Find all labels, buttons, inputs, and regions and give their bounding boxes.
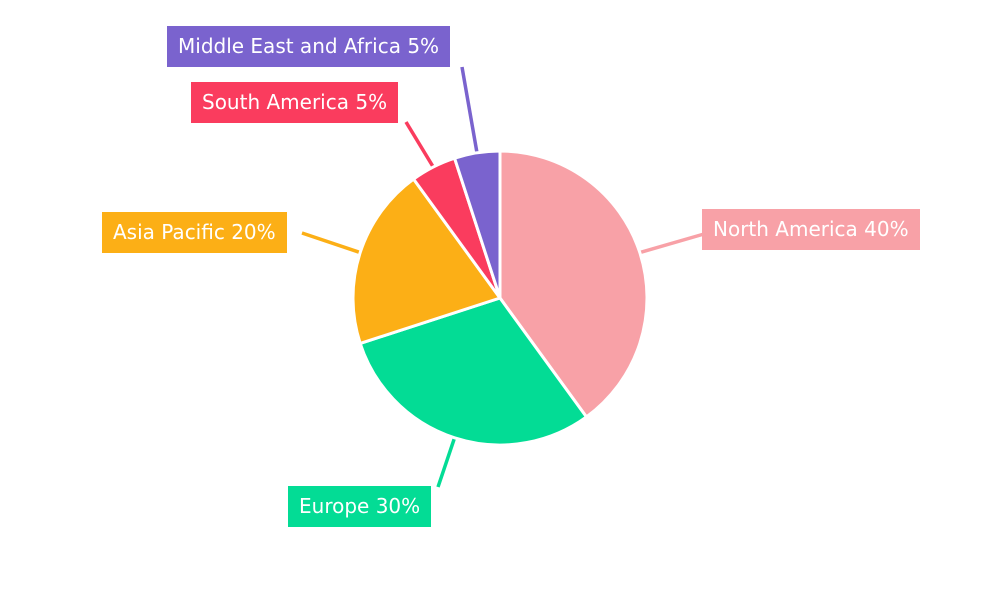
pie-slice-middle-east-and-africa bbox=[453, 149, 502, 300]
pie-slice-asia-pacific bbox=[351, 177, 502, 345]
leader-line-asia-pacific bbox=[301, 231, 361, 255]
leader-line-middle-east-and-africa bbox=[460, 66, 479, 154]
pie-label-asia-pacific: Asia Pacific 20% bbox=[102, 212, 287, 253]
pie-slice-north-america bbox=[498, 149, 649, 419]
pie-slice-europe bbox=[358, 296, 588, 447]
pie-label-middle-east-and-africa: Middle East and Africa 5% bbox=[167, 26, 451, 67]
pie-label-south-america: South America 5% bbox=[191, 82, 399, 123]
leader-line-south-america bbox=[404, 121, 435, 168]
leader-line-north-america bbox=[639, 232, 705, 255]
pie-label-europe: Europe 30% bbox=[288, 486, 432, 527]
leader-line-europe bbox=[436, 437, 457, 488]
pie-label-north-america: North America 40% bbox=[702, 209, 920, 250]
